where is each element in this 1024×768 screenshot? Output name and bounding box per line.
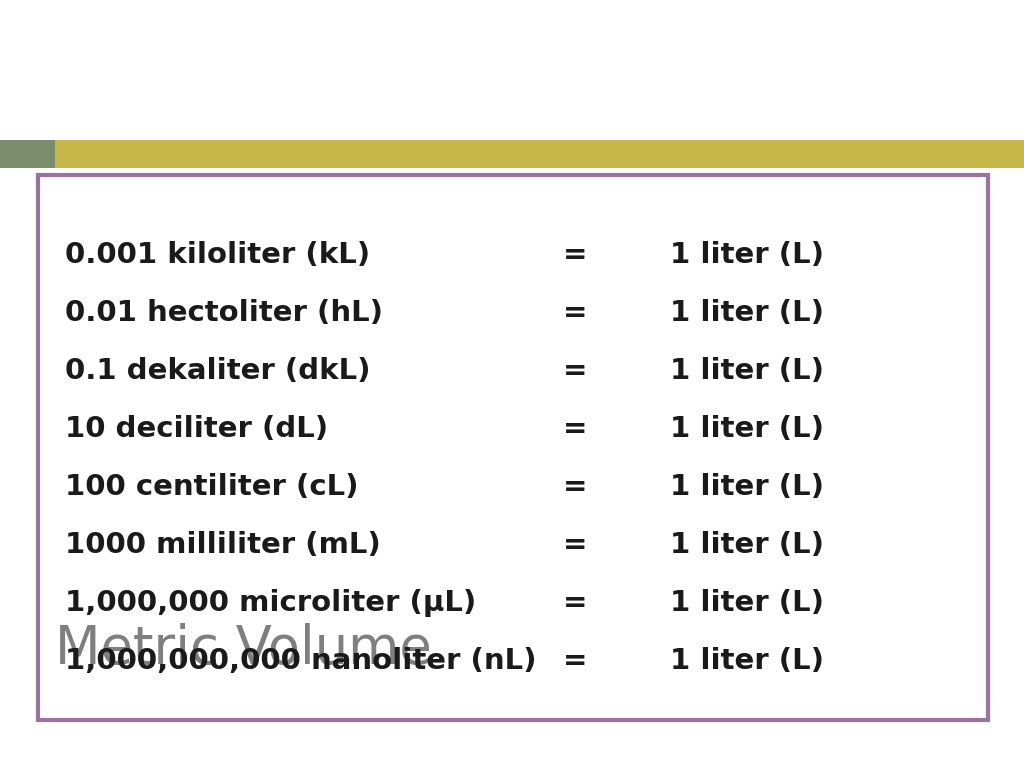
Text: 1 liter (L): 1 liter (L) bbox=[670, 241, 824, 269]
Text: 100 centiliter (cL): 100 centiliter (cL) bbox=[65, 473, 358, 501]
Text: 0.1 dekaliter (dkL): 0.1 dekaliter (dkL) bbox=[65, 357, 371, 385]
Text: 0.01 hectoliter (hL): 0.01 hectoliter (hL) bbox=[65, 299, 383, 327]
Text: 1000 milliliter (mL): 1000 milliliter (mL) bbox=[65, 531, 381, 559]
Text: Metric Volume: Metric Volume bbox=[55, 623, 432, 675]
Text: 1 liter (L): 1 liter (L) bbox=[670, 531, 824, 559]
Text: =: = bbox=[563, 473, 587, 501]
Text: 0.001 kiloliter (kL): 0.001 kiloliter (kL) bbox=[65, 241, 370, 269]
Bar bbox=[0, 140, 55, 168]
Text: 1 liter (L): 1 liter (L) bbox=[670, 415, 824, 443]
Text: =: = bbox=[563, 241, 587, 269]
Text: 10 deciliter (dL): 10 deciliter (dL) bbox=[65, 415, 328, 443]
Bar bbox=[55, 140, 1024, 168]
Text: 1 liter (L): 1 liter (L) bbox=[670, 473, 824, 501]
Text: =: = bbox=[563, 647, 587, 675]
Text: =: = bbox=[563, 299, 587, 327]
Text: 1 liter (L): 1 liter (L) bbox=[670, 357, 824, 385]
Text: =: = bbox=[563, 531, 587, 559]
Text: 1,000,000 microliter (μL): 1,000,000 microliter (μL) bbox=[65, 589, 476, 617]
Text: =: = bbox=[563, 357, 587, 385]
Text: 1 liter (L): 1 liter (L) bbox=[670, 647, 824, 675]
Text: =: = bbox=[563, 415, 587, 443]
Text: 1 liter (L): 1 liter (L) bbox=[670, 589, 824, 617]
Text: =: = bbox=[563, 589, 587, 617]
Bar bbox=[38, 175, 988, 720]
Text: 1 liter (L): 1 liter (L) bbox=[670, 299, 824, 327]
Text: 1,000,000,000 nanoliter (nL): 1,000,000,000 nanoliter (nL) bbox=[65, 647, 537, 675]
